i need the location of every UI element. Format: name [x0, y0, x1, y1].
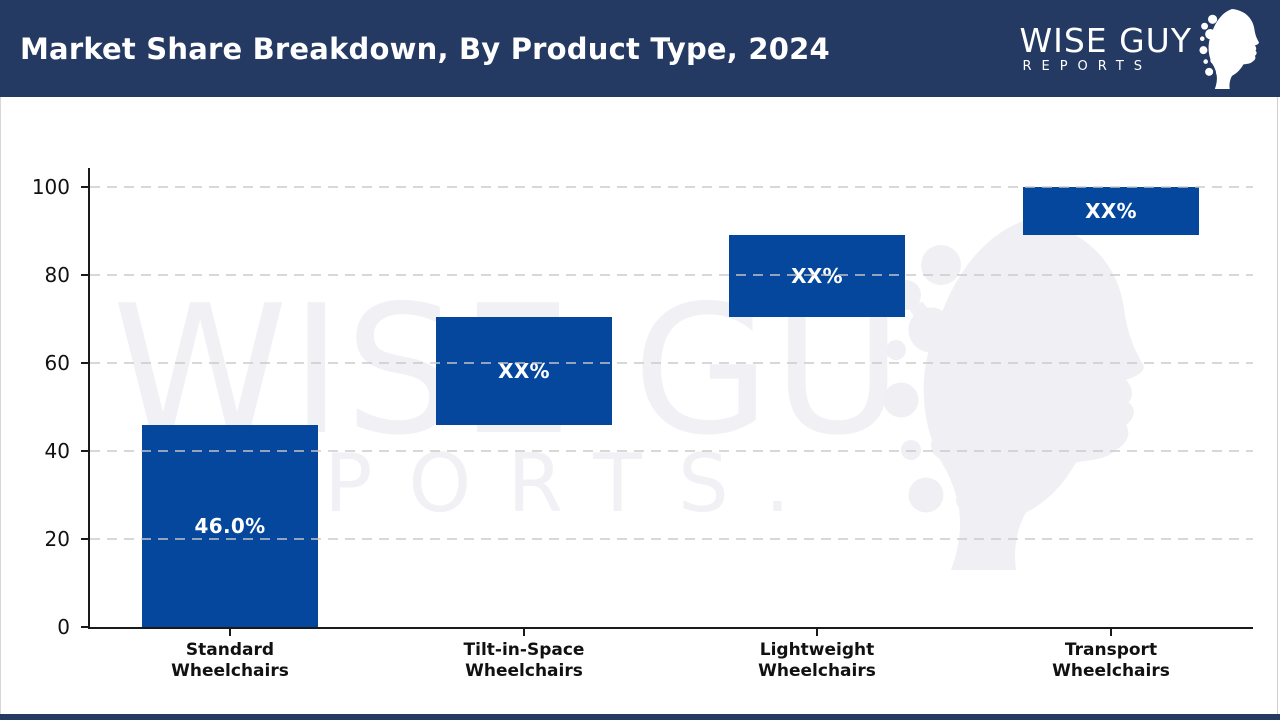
y-axis-tick-label: 100 — [31, 175, 70, 199]
bar-lightweight-wheelchairs: XX% — [729, 235, 905, 317]
y-axis-tick-label: 0 — [57, 615, 70, 639]
footer-bar — [0, 714, 1280, 720]
page-title: Market Share Breakdown, By Product Type,… — [20, 31, 830, 66]
brand-logo: WISE GUY REPORTS — [1019, 8, 1268, 89]
x-axis-tick — [229, 629, 231, 636]
y-axis-tick-label: 80 — [44, 263, 70, 287]
brand-name: WISE GUY — [1019, 21, 1192, 60]
y-axis-tick-label: 20 — [44, 527, 70, 551]
y-axis-tick-label: 40 — [44, 439, 70, 463]
y-axis-tick — [81, 274, 89, 276]
header: Market Share Breakdown, By Product Type,… — [0, 0, 1280, 97]
bar-standard-wheelchairs: 46.0% — [142, 424, 318, 627]
y-axis-tick-label: 60 — [44, 351, 70, 375]
bar-transport-wheelchairs: XX% — [1023, 187, 1199, 236]
brand-subtitle: REPORTS — [1022, 59, 1153, 74]
bar-value-label: XX% — [1085, 199, 1137, 224]
y-axis-tick — [81, 362, 89, 364]
gridline — [90, 538, 1253, 540]
watermark-head-icon — [883, 220, 1144, 570]
y-axis-tick — [81, 450, 89, 452]
right-border — [1277, 97, 1278, 714]
x-axis-category-label: Lightweight Wheelchairs — [758, 640, 876, 681]
gridline — [90, 274, 1253, 276]
x-axis-tick — [816, 629, 818, 636]
wiseguy-head-icon — [1199, 8, 1259, 89]
gridline — [90, 362, 1253, 364]
y-axis-tick — [81, 626, 89, 628]
x-axis-tick — [1110, 629, 1112, 636]
y-axis-line — [88, 168, 90, 629]
x-axis-category-label: Standard Wheelchairs — [171, 640, 289, 681]
gridline — [90, 186, 1253, 188]
gridline — [90, 450, 1253, 452]
x-axis-tick — [523, 629, 525, 636]
y-axis-tick — [81, 186, 89, 188]
brand-text: WISE GUY REPORTS — [1019, 24, 1192, 73]
bar-value-label: XX% — [791, 264, 843, 289]
left-border — [0, 97, 1, 714]
x-axis-category-label: Tilt-in-Space Wheelchairs — [463, 640, 585, 681]
bar-tilt-in-space-wheelchairs: XX% — [436, 316, 612, 425]
x-axis-category-label: Transport Wheelchairs — [1052, 640, 1170, 681]
y-axis-tick — [81, 538, 89, 540]
bar-value-label: 46.0% — [194, 513, 266, 538]
x-axis-line — [88, 627, 1253, 629]
